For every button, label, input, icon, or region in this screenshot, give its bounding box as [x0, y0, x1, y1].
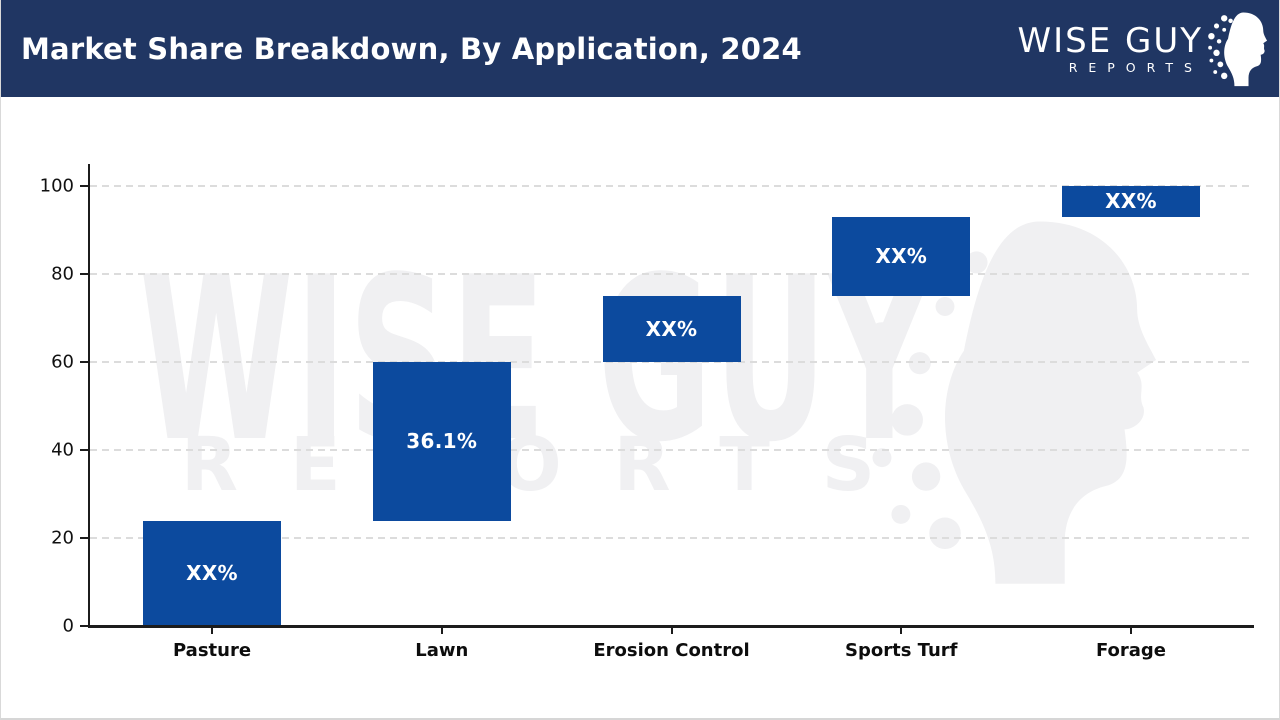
- logo-wordmark: WISE GUY: [1017, 20, 1203, 61]
- bar-lawn: 36.1%: [372, 362, 511, 521]
- x-category-label: Lawn: [415, 640, 469, 661]
- bar-sports-turf: XX%: [832, 216, 971, 296]
- y-tick-label: 40: [51, 439, 74, 461]
- x-category-label: Erosion Control: [593, 640, 750, 661]
- gridline: [90, 537, 1254, 539]
- x-category-label: Forage: [1095, 640, 1167, 661]
- gridline: [90, 185, 1254, 187]
- y-tick-mark: [80, 537, 88, 539]
- y-tick-label: 20: [51, 527, 74, 549]
- x-tick-mark: [900, 627, 903, 634]
- x-category-label: Sports Turf: [845, 640, 958, 661]
- x-tick-mark: [440, 627, 443, 634]
- gridline: [90, 273, 1254, 275]
- y-tick-label: 60: [51, 351, 74, 373]
- header-bar: Market Share Breakdown, By Application, …: [1, 0, 1279, 97]
- gridline: [90, 449, 1254, 451]
- bar-erosion-control: XX%: [602, 296, 741, 362]
- wiseguy-head-icon: [1205, 10, 1269, 88]
- bar-value-label: XX%: [645, 317, 698, 341]
- bar-value-label: XX%: [1105, 189, 1157, 214]
- gridline: [90, 361, 1254, 363]
- y-tick-mark: [80, 625, 88, 627]
- y-axis-spine: [88, 164, 90, 628]
- x-tick-mark: [1130, 627, 1132, 634]
- bar-value-label: XX%: [186, 561, 238, 586]
- y-tick-mark: [80, 185, 88, 187]
- y-tick-mark: [80, 273, 88, 275]
- x-tick-mark: [670, 627, 673, 634]
- x-axis-spine: [88, 625, 1254, 628]
- logo-subtext: REPORTS: [1068, 59, 1203, 75]
- chart-title: Market Share Breakdown, By Application, …: [21, 31, 802, 66]
- bar-value-label: XX%: [875, 244, 928, 269]
- x-tick-mark: [211, 627, 213, 634]
- y-tick-label: 80: [51, 263, 74, 285]
- y-tick-label: 100: [39, 175, 74, 197]
- y-tick-label: 0: [62, 615, 74, 637]
- bar-forage: XX%: [1062, 186, 1200, 217]
- y-tick-mark: [80, 361, 88, 363]
- x-category-label: Pasture: [172, 640, 252, 661]
- y-tick-mark: [80, 449, 88, 451]
- logo-text: WISE GUY REPORTS: [1017, 24, 1203, 75]
- wiseguy-logo: WISE GUY REPORTS: [1017, 6, 1269, 92]
- bar-pasture: XX%: [143, 520, 281, 626]
- bar-value-label: 36.1%: [406, 429, 478, 454]
